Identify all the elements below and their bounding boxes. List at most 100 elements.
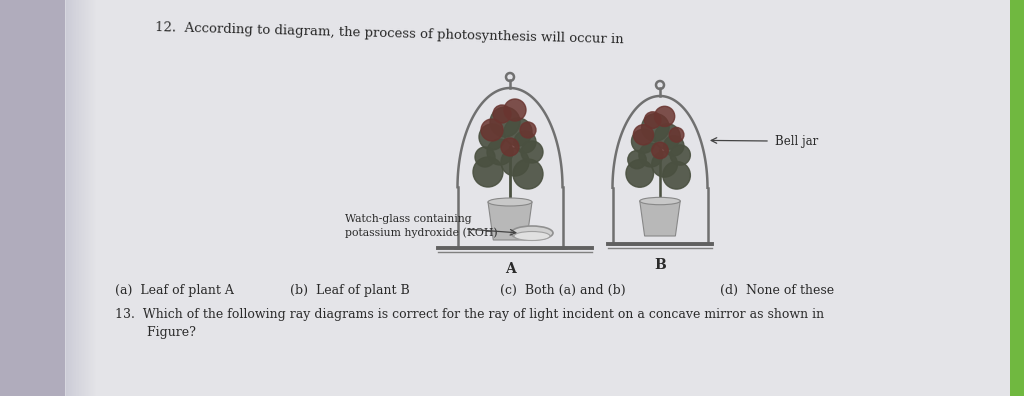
Circle shape: [481, 119, 503, 141]
Bar: [864, 15, 884, 31]
Circle shape: [670, 145, 690, 165]
Circle shape: [475, 147, 495, 167]
Bar: [710, 87, 730, 103]
Bar: [732, 51, 752, 67]
Polygon shape: [0, 0, 110, 396]
Bar: [930, 0, 950, 13]
Bar: [67, 0, 69, 396]
Text: (d)  None of these: (d) None of these: [720, 284, 835, 297]
Ellipse shape: [511, 226, 553, 240]
Bar: [820, 33, 840, 49]
Bar: [69, 0, 71, 396]
Ellipse shape: [514, 232, 550, 240]
Bar: [996, 87, 1016, 103]
Bar: [798, 105, 818, 121]
Bar: [1018, 0, 1024, 13]
Bar: [776, 15, 796, 31]
Circle shape: [504, 118, 532, 146]
Bar: [732, 0, 752, 13]
Text: (a)  Leaf of plant A: (a) Leaf of plant A: [115, 284, 233, 297]
Bar: [952, 105, 972, 121]
Circle shape: [654, 124, 680, 150]
Bar: [70, 0, 72, 396]
Bar: [908, 15, 928, 31]
Bar: [842, 0, 862, 13]
Bar: [776, 51, 796, 67]
Circle shape: [663, 162, 690, 189]
Circle shape: [514, 131, 536, 153]
Bar: [886, 33, 906, 49]
Circle shape: [633, 125, 653, 145]
Bar: [996, 15, 1016, 31]
Bar: [798, 51, 818, 67]
Bar: [710, 51, 730, 67]
Circle shape: [632, 129, 655, 153]
Bar: [80, 0, 82, 396]
Bar: [82, 0, 84, 396]
Bar: [710, 69, 730, 85]
Bar: [72, 0, 74, 396]
Bar: [820, 69, 840, 85]
Text: Bell jar: Bell jar: [775, 135, 818, 147]
Bar: [820, 0, 840, 13]
Bar: [952, 69, 972, 85]
Bar: [83, 0, 85, 396]
Text: Watch-glass containing: Watch-glass containing: [345, 214, 472, 224]
Bar: [798, 15, 818, 31]
Bar: [974, 69, 994, 85]
Bar: [81, 0, 83, 396]
Bar: [732, 33, 752, 49]
Bar: [930, 15, 950, 31]
Bar: [732, 15, 752, 31]
Bar: [91, 0, 93, 396]
Bar: [996, 105, 1016, 121]
Text: potassium hydroxide (KOH): potassium hydroxide (KOH): [345, 227, 498, 238]
Bar: [974, 51, 994, 67]
Bar: [1018, 51, 1024, 67]
Bar: [974, 87, 994, 103]
Bar: [864, 87, 884, 103]
Bar: [87, 0, 89, 396]
Bar: [754, 51, 774, 67]
Bar: [754, 87, 774, 103]
Bar: [776, 33, 796, 49]
Bar: [842, 69, 862, 85]
Bar: [886, 69, 906, 85]
Bar: [974, 0, 994, 13]
Bar: [90, 0, 92, 396]
Polygon shape: [640, 201, 680, 236]
Bar: [842, 105, 862, 121]
Bar: [65, 0, 67, 396]
Bar: [952, 87, 972, 103]
Bar: [754, 33, 774, 49]
Bar: [710, 15, 730, 31]
Bar: [1010, 0, 1024, 396]
Bar: [864, 33, 884, 49]
Bar: [996, 0, 1016, 13]
Bar: [78, 0, 80, 396]
Bar: [996, 69, 1016, 85]
Circle shape: [473, 157, 503, 187]
Bar: [776, 69, 796, 85]
Polygon shape: [65, 0, 1012, 396]
Text: Figure?: Figure?: [115, 326, 196, 339]
Circle shape: [651, 142, 669, 159]
Bar: [974, 15, 994, 31]
Text: (b)  Leaf of plant B: (b) Leaf of plant B: [290, 284, 410, 297]
Circle shape: [670, 128, 684, 142]
Text: B: B: [654, 258, 666, 272]
Bar: [85, 0, 87, 396]
Text: 13.  Which of the following ray diagrams is correct for the ray of light inciden: 13. Which of the following ray diagrams …: [115, 308, 824, 321]
Bar: [952, 33, 972, 49]
Bar: [952, 0, 972, 13]
Circle shape: [479, 124, 505, 150]
Bar: [842, 33, 862, 49]
Bar: [820, 87, 840, 103]
Bar: [89, 0, 91, 396]
Bar: [68, 0, 70, 396]
Bar: [908, 33, 928, 49]
Circle shape: [664, 136, 684, 156]
Circle shape: [521, 141, 543, 163]
Bar: [710, 0, 730, 13]
Circle shape: [501, 138, 519, 156]
